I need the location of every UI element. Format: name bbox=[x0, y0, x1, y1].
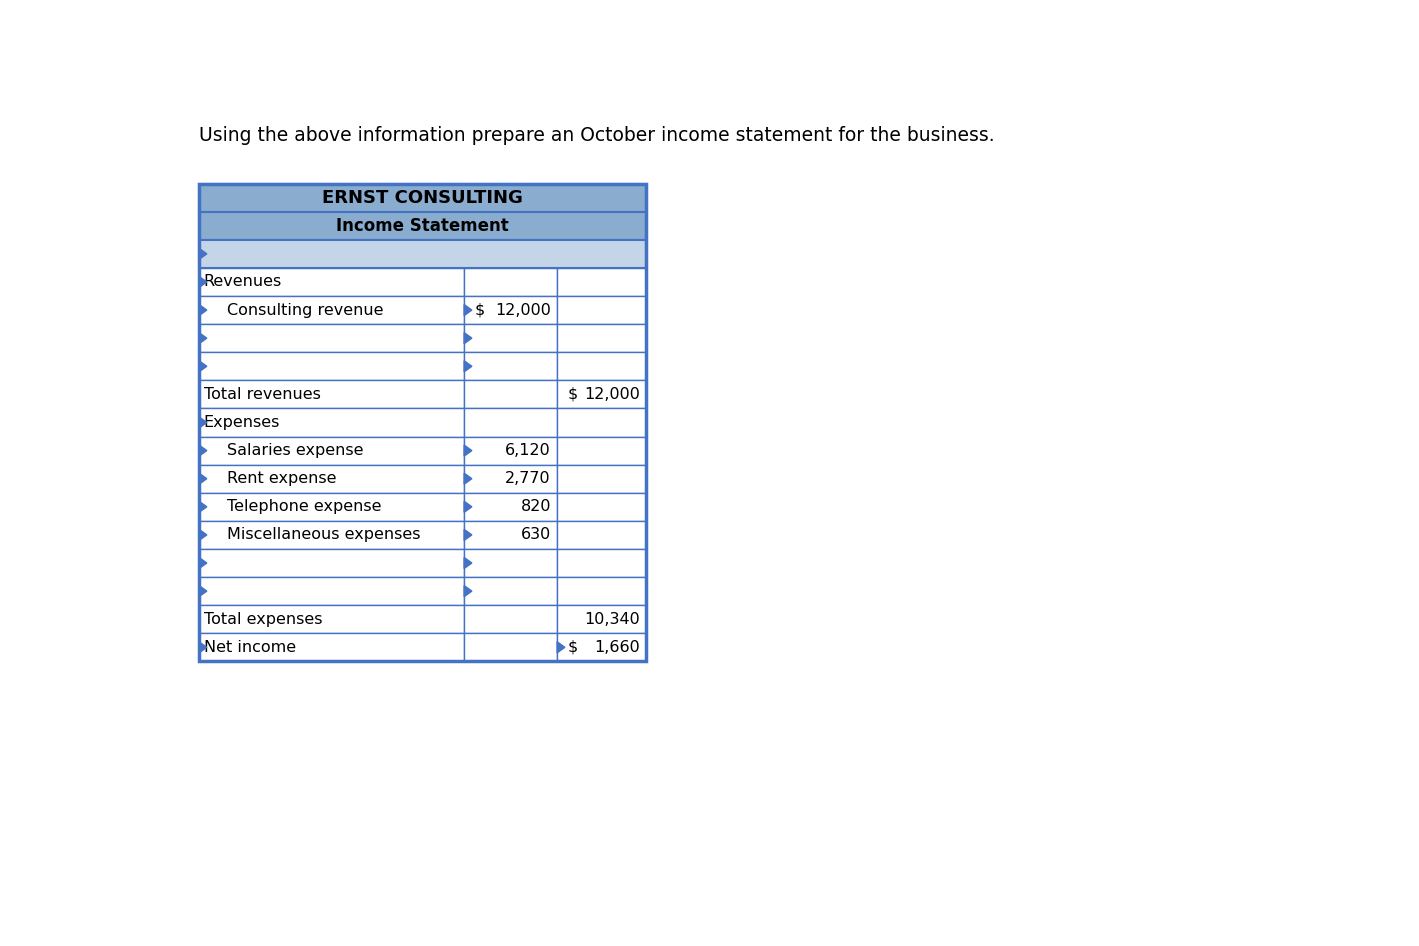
Polygon shape bbox=[199, 641, 207, 653]
Text: Telephone expense: Telephone expense bbox=[227, 499, 382, 515]
Text: 2,770: 2,770 bbox=[505, 471, 551, 486]
Bar bbox=[199, 324, 464, 352]
Bar bbox=[464, 549, 558, 577]
Bar bbox=[558, 409, 646, 436]
Polygon shape bbox=[199, 530, 207, 540]
Polygon shape bbox=[464, 473, 473, 484]
Polygon shape bbox=[464, 305, 473, 316]
Bar bbox=[199, 212, 646, 239]
Bar bbox=[199, 352, 464, 380]
Text: 12,000: 12,000 bbox=[585, 387, 640, 402]
Bar bbox=[199, 633, 464, 661]
Polygon shape bbox=[199, 557, 207, 569]
Bar bbox=[464, 521, 558, 549]
Bar bbox=[199, 577, 464, 605]
Text: Consulting revenue: Consulting revenue bbox=[227, 303, 383, 318]
Text: 10,340: 10,340 bbox=[585, 612, 640, 626]
Bar bbox=[558, 549, 646, 577]
Text: 630: 630 bbox=[521, 528, 551, 542]
Text: 6,120: 6,120 bbox=[505, 443, 551, 458]
Bar bbox=[199, 184, 646, 212]
Text: $: $ bbox=[568, 387, 578, 402]
Text: 12,000: 12,000 bbox=[495, 303, 551, 318]
Polygon shape bbox=[464, 333, 473, 343]
Bar bbox=[199, 436, 464, 464]
Bar bbox=[199, 605, 464, 633]
Text: Expenses: Expenses bbox=[204, 415, 280, 430]
Bar bbox=[464, 577, 558, 605]
Bar bbox=[464, 436, 558, 464]
Polygon shape bbox=[464, 586, 473, 597]
Polygon shape bbox=[199, 248, 207, 259]
Bar bbox=[199, 409, 464, 436]
Text: Rent expense: Rent expense bbox=[227, 471, 336, 486]
Bar bbox=[464, 409, 558, 436]
Bar bbox=[464, 493, 558, 521]
Text: ERNST CONSULTING: ERNST CONSULTING bbox=[322, 188, 524, 206]
Text: $: $ bbox=[568, 639, 578, 655]
Bar bbox=[558, 380, 646, 409]
Text: Total revenues: Total revenues bbox=[204, 387, 321, 402]
Polygon shape bbox=[199, 586, 207, 597]
Bar bbox=[464, 380, 558, 409]
Bar bbox=[464, 605, 558, 633]
Polygon shape bbox=[464, 530, 473, 540]
Polygon shape bbox=[199, 445, 207, 456]
Bar bbox=[464, 352, 558, 380]
Bar bbox=[558, 464, 646, 493]
Polygon shape bbox=[199, 333, 207, 343]
Polygon shape bbox=[464, 557, 473, 569]
Text: Salaries expense: Salaries expense bbox=[227, 443, 363, 458]
Text: Total expenses: Total expenses bbox=[204, 612, 322, 626]
Bar bbox=[464, 633, 558, 661]
Bar bbox=[558, 352, 646, 380]
Text: $: $ bbox=[475, 303, 485, 318]
Bar bbox=[558, 268, 646, 296]
Bar bbox=[558, 493, 646, 521]
Polygon shape bbox=[199, 501, 207, 513]
Bar bbox=[558, 296, 646, 324]
Text: Miscellaneous expenses: Miscellaneous expenses bbox=[227, 528, 420, 542]
Bar bbox=[464, 464, 558, 493]
Bar bbox=[199, 268, 464, 296]
Bar bbox=[199, 549, 464, 577]
Bar bbox=[558, 436, 646, 464]
Bar bbox=[199, 184, 646, 661]
Bar bbox=[558, 633, 646, 661]
Polygon shape bbox=[464, 445, 473, 456]
Polygon shape bbox=[464, 501, 473, 513]
Bar bbox=[199, 380, 464, 409]
Bar bbox=[464, 296, 558, 324]
Text: Net income: Net income bbox=[204, 639, 295, 655]
Polygon shape bbox=[199, 473, 207, 484]
Polygon shape bbox=[464, 360, 473, 372]
Bar bbox=[199, 464, 464, 493]
Bar bbox=[199, 239, 646, 268]
Polygon shape bbox=[558, 641, 565, 653]
Bar bbox=[558, 577, 646, 605]
Text: 1,660: 1,660 bbox=[595, 639, 640, 655]
Polygon shape bbox=[199, 305, 207, 316]
Bar bbox=[199, 493, 464, 521]
Polygon shape bbox=[199, 417, 207, 428]
Bar bbox=[558, 324, 646, 352]
Text: 820: 820 bbox=[521, 499, 551, 515]
Bar bbox=[464, 324, 558, 352]
Bar bbox=[464, 268, 558, 296]
Polygon shape bbox=[199, 276, 207, 288]
Text: Income Statement: Income Statement bbox=[336, 217, 509, 235]
Bar bbox=[558, 605, 646, 633]
Bar bbox=[199, 521, 464, 549]
Bar bbox=[199, 296, 464, 324]
Polygon shape bbox=[199, 360, 207, 372]
Text: Using the above information prepare an October income statement for the business: Using the above information prepare an O… bbox=[199, 126, 995, 145]
Bar bbox=[558, 521, 646, 549]
Text: Revenues: Revenues bbox=[204, 274, 282, 289]
